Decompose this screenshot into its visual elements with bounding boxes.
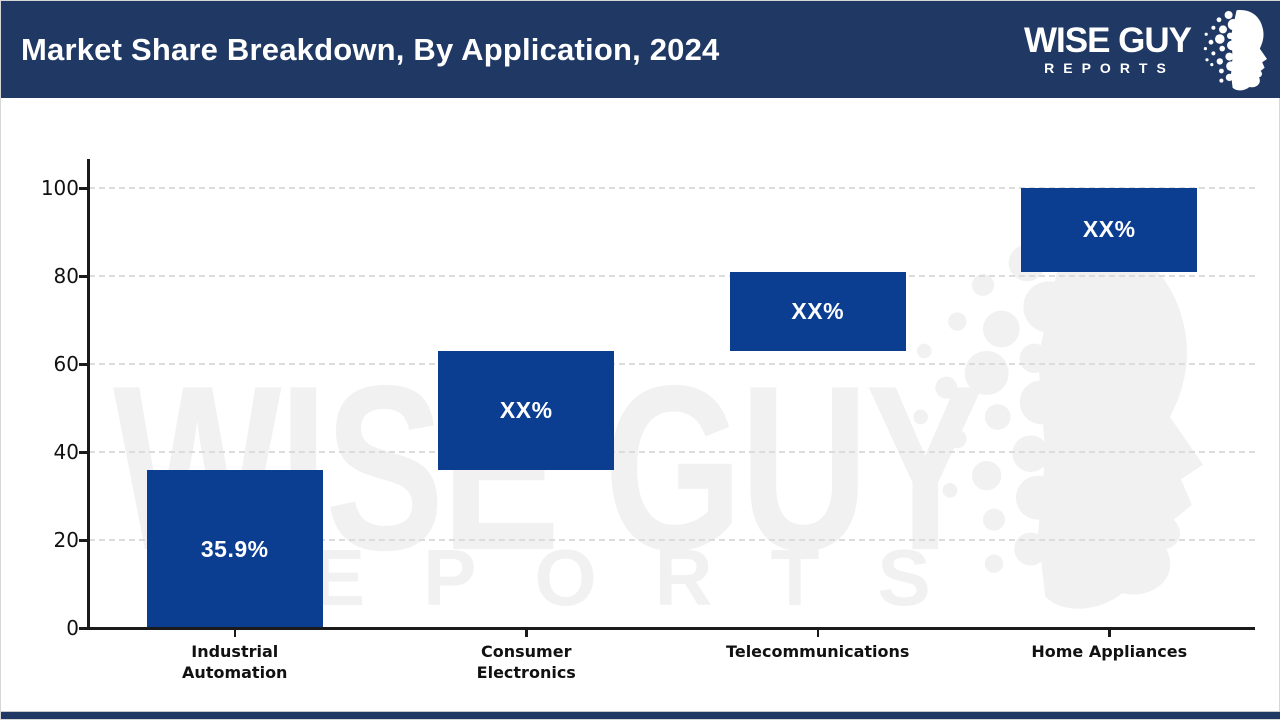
y-axis-tick-mark-80 <box>79 275 89 278</box>
y-axis-tick-label-60: 60 <box>53 352 79 376</box>
x-axis-category-label-consumer-electronics: Consumer Electronics <box>386 641 666 683</box>
y-axis-tick-label-40: 40 <box>53 440 79 464</box>
y-axis-tick-mark-40 <box>79 451 89 454</box>
page-title: Market Share Breakdown, By Application, … <box>21 31 720 67</box>
bar-value-label-consumer-electronics: XX% <box>499 396 553 423</box>
gridline-100 <box>89 187 1255 189</box>
bar-value-label-home-appliances: XX% <box>1082 216 1136 243</box>
bar-telecommunications: XX% <box>729 271 906 351</box>
y-axis-tick-label-0: 0 <box>66 616 79 640</box>
x-axis-category-label-home-appliances: Home Appliances <box>969 641 1249 662</box>
x-axis-category-label-industrial-automation: Industrial Automation <box>95 641 375 683</box>
x-axis-category-label-line: Telecommunications <box>726 642 910 661</box>
x-axis-tick-mark-home-appliances <box>1108 629 1111 637</box>
x-axis-category-label-line: Automation <box>182 663 288 682</box>
y-axis-tick-mark-60 <box>79 363 89 366</box>
header-bar: Market Share Breakdown, By Application, … <box>1 1 1280 98</box>
x-axis-category-label-line: Consumer <box>481 642 572 661</box>
y-axis-tick-label-80: 80 <box>53 264 79 288</box>
y-axis-tick-label-100: 100 <box>40 176 79 200</box>
x-axis-line <box>87 627 1255 630</box>
gridline-20 <box>89 539 1255 541</box>
x-axis-category-label-telecommunications: Telecommunications <box>678 641 958 662</box>
x-axis-tick-mark-telecommunications <box>816 629 819 637</box>
y-axis-tick-label-20: 20 <box>53 528 79 552</box>
bar-value-label-telecommunications: XX% <box>791 297 845 324</box>
bar-home-appliances: XX% <box>1021 188 1198 272</box>
bar-consumer-electronics: XX% <box>438 350 615 471</box>
y-axis-tick-mark-20 <box>79 539 89 542</box>
brand-tagline: REPORTS <box>1044 60 1175 76</box>
x-axis-category-label-line: Electronics <box>476 663 576 682</box>
brand-face-logo-icon <box>1203 9 1267 90</box>
x-axis-tick-mark-consumer-electronics <box>525 629 528 637</box>
bar-value-label-industrial-automation: 35.9% <box>200 535 269 562</box>
x-axis-tick-mark-industrial-automation <box>233 629 236 637</box>
y-axis-line <box>87 159 90 630</box>
x-axis-category-label-line: Home Appliances <box>1031 642 1188 661</box>
x-axis-category-label-line: Industrial <box>191 642 279 661</box>
bar-industrial-automation: 35.9% <box>146 470 323 628</box>
gridline-80 <box>89 275 1255 277</box>
footer-bar <box>1 711 1280 719</box>
y-axis-tick-mark-100 <box>79 187 89 190</box>
y-axis-tick-mark-0 <box>79 627 89 630</box>
brand-text: WISE GUY REPORTS <box>1023 21 1192 76</box>
gridline-40 <box>89 451 1255 453</box>
brand-name: WISE GUY <box>1023 21 1192 60</box>
brand-logo: WISE GUY REPORTS <box>1024 5 1267 95</box>
gridline-60 <box>89 363 1255 365</box>
